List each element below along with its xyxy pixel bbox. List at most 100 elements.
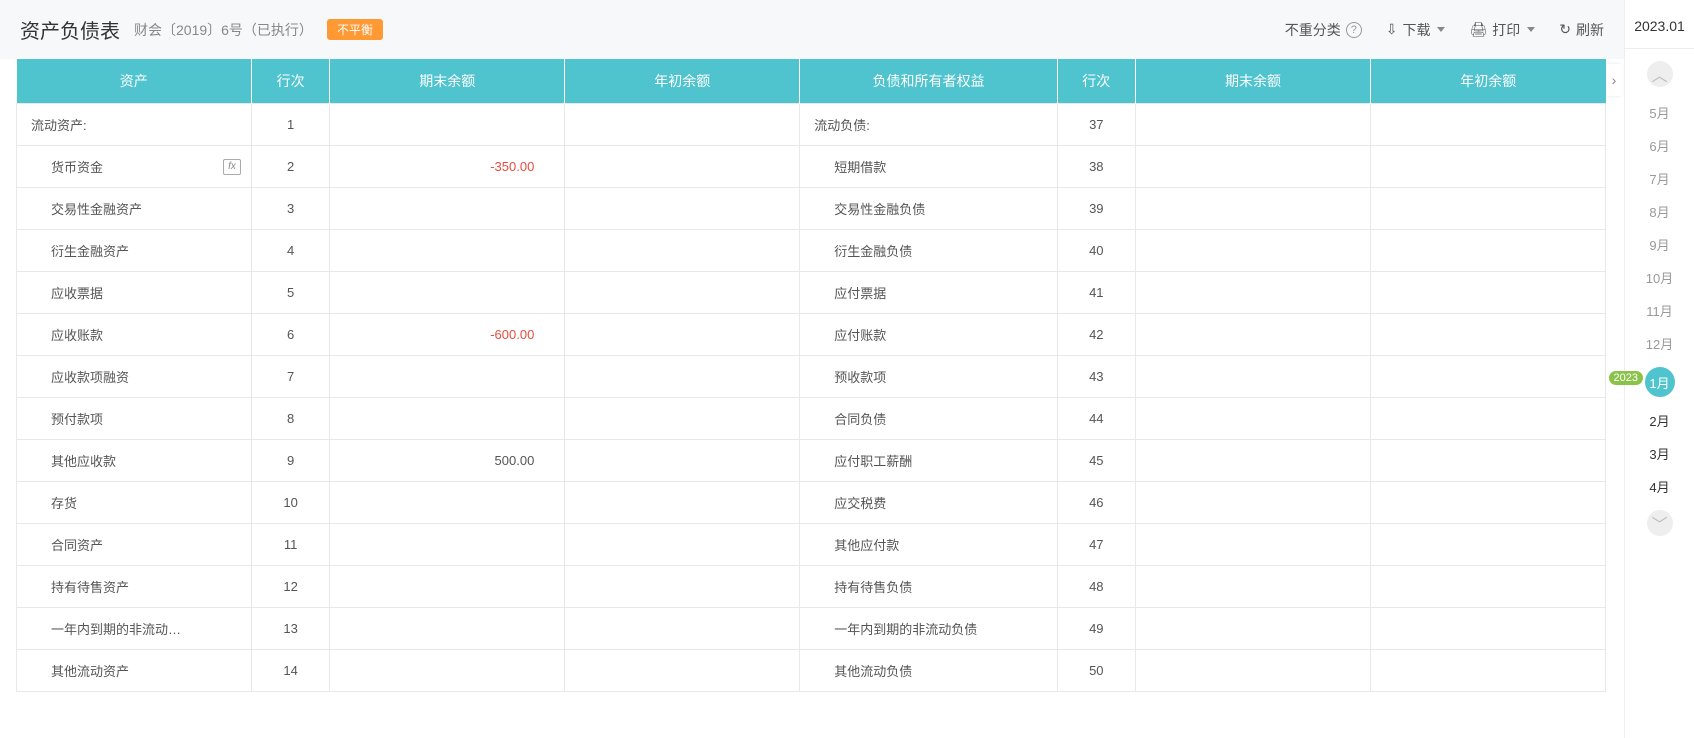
asset-begin-cell[interactable]	[565, 188, 800, 230]
asset-begin-cell[interactable]	[565, 146, 800, 188]
table-row[interactable]: 合同资产11其他应付款47	[17, 524, 1606, 566]
table-row[interactable]: 其他流动资产14其他流动负债50	[17, 650, 1606, 692]
liab-end-cell[interactable]	[1135, 356, 1370, 398]
table-row[interactable]: 持有待售资产12持有待售负债48	[17, 566, 1606, 608]
asset-end-cell[interactable]: -350.00	[330, 146, 565, 188]
asset-name-cell[interactable]: 持有待售资产	[17, 566, 252, 608]
asset-end-cell[interactable]	[330, 230, 565, 272]
liab-end-cell[interactable]	[1135, 188, 1370, 230]
asset-begin-cell[interactable]	[565, 566, 800, 608]
formula-icon[interactable]: fx	[223, 159, 241, 175]
table-row[interactable]: 应收票据5应付票据41	[17, 272, 1606, 314]
period-item-active[interactable]: 20231月	[1645, 367, 1675, 397]
asset-end-cell[interactable]	[330, 272, 565, 314]
asset-end-cell[interactable]: 500.00	[330, 440, 565, 482]
asset-name-cell[interactable]: 一年内到期的非流动…	[17, 608, 252, 650]
period-item[interactable]: 8月	[1649, 202, 1669, 221]
asset-begin-cell[interactable]	[565, 650, 800, 692]
period-scroll-up[interactable]: ︿	[1647, 61, 1673, 87]
liab-begin-cell[interactable]	[1370, 146, 1605, 188]
asset-name-cell[interactable]: 合同资产	[17, 524, 252, 566]
liab-name-cell[interactable]: 短期借款	[800, 146, 1057, 188]
liab-begin-cell[interactable]	[1370, 524, 1605, 566]
liab-name-cell[interactable]: 应付职工薪酬	[800, 440, 1057, 482]
asset-end-cell[interactable]	[330, 482, 565, 524]
liab-begin-cell[interactable]	[1370, 272, 1605, 314]
liab-begin-cell[interactable]	[1370, 188, 1605, 230]
asset-begin-cell[interactable]	[565, 524, 800, 566]
asset-begin-cell[interactable]	[565, 356, 800, 398]
asset-begin-cell[interactable]	[565, 314, 800, 356]
liab-name-cell[interactable]: 其他流动负债	[800, 650, 1057, 692]
table-row[interactable]: 预付款项8合同负债44	[17, 398, 1606, 440]
asset-end-cell[interactable]	[330, 104, 565, 146]
period-item[interactable]: 12月	[1646, 334, 1673, 353]
period-current[interactable]: 2023.01	[1625, 4, 1694, 49]
refresh-action[interactable]: ↻ 刷新	[1559, 20, 1604, 40]
liab-name-cell[interactable]: 衍生金融负债	[800, 230, 1057, 272]
table-row[interactable]: 存货10应交税费46	[17, 482, 1606, 524]
liab-end-cell[interactable]	[1135, 524, 1370, 566]
asset-begin-cell[interactable]	[565, 440, 800, 482]
period-item[interactable]: 10月	[1646, 268, 1673, 287]
table-row[interactable]: 流动资产:1流动负债:37	[17, 104, 1606, 146]
liab-begin-cell[interactable]	[1370, 482, 1605, 524]
asset-begin-cell[interactable]	[565, 272, 800, 314]
liab-end-cell[interactable]	[1135, 482, 1370, 524]
asset-end-cell[interactable]	[330, 566, 565, 608]
print-action[interactable]: 🖨 打印	[1469, 20, 1535, 40]
liab-end-cell[interactable]	[1135, 272, 1370, 314]
period-item[interactable]: 7月	[1649, 169, 1669, 188]
asset-begin-cell[interactable]	[565, 230, 800, 272]
liab-name-cell[interactable]: 一年内到期的非流动负债	[800, 608, 1057, 650]
asset-name-cell[interactable]: 其他应收款	[17, 440, 252, 482]
liab-name-cell[interactable]: 交易性金融负债	[800, 188, 1057, 230]
liab-end-cell[interactable]	[1135, 566, 1370, 608]
table-row[interactable]: 货币资金fx2-350.00短期借款38	[17, 146, 1606, 188]
liab-end-cell[interactable]	[1135, 398, 1370, 440]
liab-name-cell[interactable]: 应付票据	[800, 272, 1057, 314]
next-page-arrow[interactable]: ›	[1606, 64, 1622, 96]
asset-name-cell[interactable]: 衍生金融资产	[17, 230, 252, 272]
period-item[interactable]: 3月	[1649, 444, 1669, 463]
asset-name-cell[interactable]: 交易性金融资产	[17, 188, 252, 230]
liab-name-cell[interactable]: 应付账款	[800, 314, 1057, 356]
asset-begin-cell[interactable]	[565, 398, 800, 440]
liab-name-cell[interactable]: 合同负债	[800, 398, 1057, 440]
liab-end-cell[interactable]	[1135, 608, 1370, 650]
liab-begin-cell[interactable]	[1370, 356, 1605, 398]
period-item[interactable]: 5月	[1649, 103, 1669, 122]
asset-end-cell[interactable]	[330, 608, 565, 650]
liab-end-cell[interactable]	[1135, 440, 1370, 482]
liab-name-cell[interactable]: 其他应付款	[800, 524, 1057, 566]
liab-end-cell[interactable]	[1135, 146, 1370, 188]
asset-end-cell[interactable]	[330, 524, 565, 566]
asset-end-cell[interactable]	[330, 650, 565, 692]
asset-name-cell[interactable]: 应收款项融资	[17, 356, 252, 398]
asset-name-cell[interactable]: 预付款项	[17, 398, 252, 440]
period-scroll-down[interactable]: ﹀	[1647, 510, 1673, 536]
liab-name-cell[interactable]: 预收款项	[800, 356, 1057, 398]
liab-name-cell[interactable]: 应交税费	[800, 482, 1057, 524]
asset-begin-cell[interactable]	[565, 608, 800, 650]
download-action[interactable]: ⇩ 下载	[1386, 20, 1446, 40]
liab-end-cell[interactable]	[1135, 230, 1370, 272]
asset-end-cell[interactable]	[330, 188, 565, 230]
period-item[interactable]: 9月	[1649, 235, 1669, 254]
asset-name-cell[interactable]: 流动资产:	[17, 104, 252, 146]
liab-end-cell[interactable]	[1135, 104, 1370, 146]
period-item[interactable]: 6月	[1649, 136, 1669, 155]
period-item[interactable]: 4月	[1649, 477, 1669, 496]
liab-begin-cell[interactable]	[1370, 230, 1605, 272]
table-row[interactable]: 一年内到期的非流动…13一年内到期的非流动负债49	[17, 608, 1606, 650]
table-row[interactable]: 应收款项融资7预收款项43	[17, 356, 1606, 398]
liab-begin-cell[interactable]	[1370, 104, 1605, 146]
asset-name-cell[interactable]: 其他流动资产	[17, 650, 252, 692]
table-row[interactable]: 其他应收款9500.00应付职工薪酬45	[17, 440, 1606, 482]
table-row[interactable]: 交易性金融资产3交易性金融负债39	[17, 188, 1606, 230]
asset-end-cell[interactable]	[330, 398, 565, 440]
table-scroll[interactable]: 资产 行次 期末余额 年初余额 负债和所有者权益 行次 期末余额 年初余额 流动…	[16, 59, 1624, 738]
liab-begin-cell[interactable]	[1370, 440, 1605, 482]
liab-name-cell[interactable]: 持有待售负债	[800, 566, 1057, 608]
liab-end-cell[interactable]	[1135, 314, 1370, 356]
